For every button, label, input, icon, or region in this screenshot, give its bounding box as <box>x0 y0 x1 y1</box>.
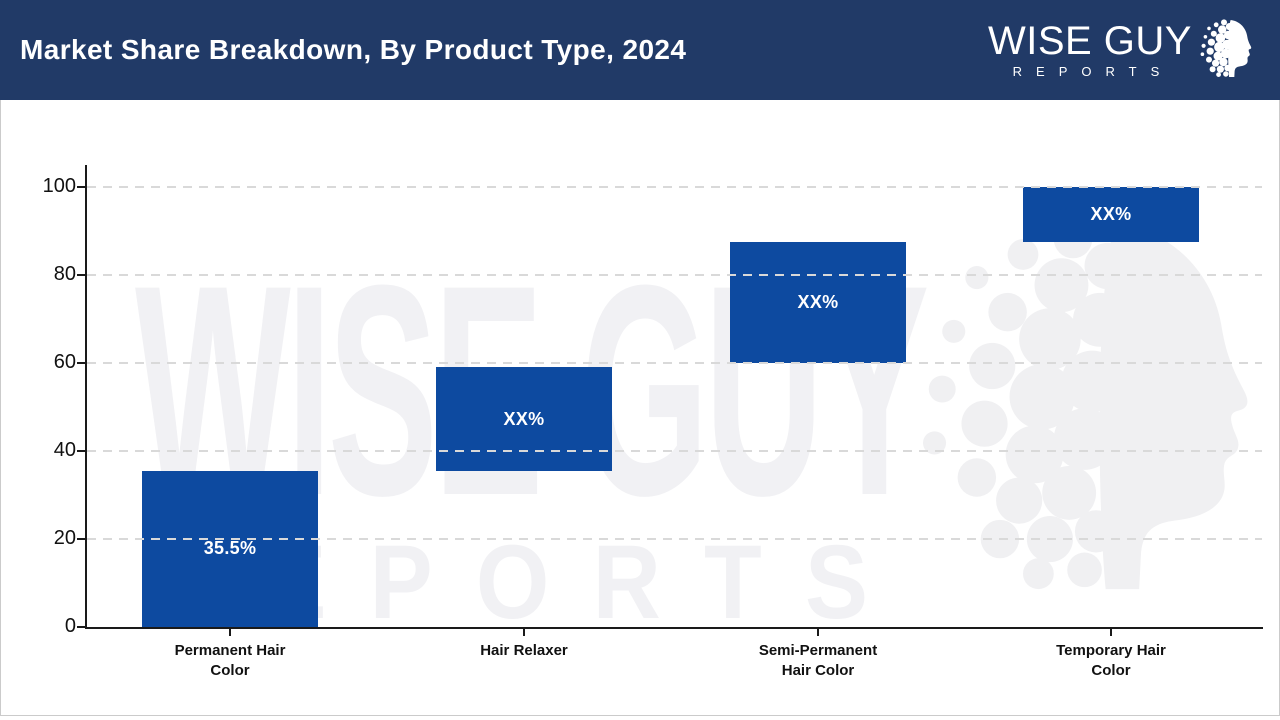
y-tick-mark <box>77 274 85 276</box>
gridline-40 <box>87 450 1262 452</box>
y-tick-mark <box>77 626 85 628</box>
y-tick-label: 0 <box>64 615 76 637</box>
brand-logo-text: WISE GUY REPORTS <box>988 21 1192 79</box>
header-bar: Market Share Breakdown, By Product Type,… <box>0 0 1280 100</box>
y-tick-mark <box>77 186 85 188</box>
y-tick-mark <box>77 450 85 452</box>
x-tick-mark <box>229 629 231 636</box>
y-axis-line <box>85 165 87 629</box>
bar-value-label: XX% <box>1090 204 1132 224</box>
gridline-60 <box>87 362 1262 364</box>
x-category-label-line: Semi-Permanent <box>758 642 878 659</box>
x-tick-mark <box>1110 629 1112 636</box>
gridline-80 <box>87 274 1262 276</box>
x-axis-line <box>85 627 1263 629</box>
brand-dotted-head-icon <box>1194 18 1254 82</box>
bar-value-label: 35.5% <box>203 538 257 559</box>
y-tick-label: 20 <box>53 527 76 549</box>
bar-segment: 35.5% <box>142 470 318 627</box>
brand-name: WISE GUY <box>987 19 1192 63</box>
x-category-label-line: Hair Relaxer <box>480 642 568 659</box>
x-category-label-line: Temporary Hair <box>1056 642 1166 659</box>
page-title: Market Share Breakdown, By Product Type,… <box>20 34 687 65</box>
x-category-label: Semi-Permanent Hair Color <box>698 641 938 681</box>
bar-segment: XX% <box>730 242 906 363</box>
x-category-label: Permanent Hair Color <box>110 641 350 681</box>
x-category-label-line: Color <box>210 662 250 679</box>
y-tick-mark <box>77 538 85 540</box>
bar-segment: XX% <box>1023 187 1199 242</box>
brand-subname: REPORTS <box>1012 64 1174 79</box>
x-category-label: Hair Relaxer <box>404 641 644 661</box>
bar-value-label: XX% <box>797 292 839 312</box>
y-tick-label: 80 <box>53 263 76 285</box>
y-tick-mark <box>77 362 85 364</box>
brand-logo: WISE GUY REPORTS <box>988 18 1254 82</box>
x-category-label-line: Color <box>1091 662 1131 679</box>
x-category-label: Temporary Hair Color <box>991 641 1231 681</box>
x-category-label-line: Permanent Hair <box>174 642 286 659</box>
x-tick-mark <box>817 629 819 636</box>
x-tick-mark <box>523 629 525 636</box>
y-tick-label: 40 <box>53 439 76 461</box>
y-tick-label: 100 <box>42 175 76 197</box>
bar-value-label: XX% <box>503 408 545 429</box>
y-tick-label: 60 <box>53 351 76 373</box>
gridline-100 <box>87 186 1262 188</box>
bar-segment: XX% <box>436 367 612 471</box>
gridline-20 <box>87 538 1262 540</box>
x-category-label-line: Hair Color <box>781 662 855 679</box>
